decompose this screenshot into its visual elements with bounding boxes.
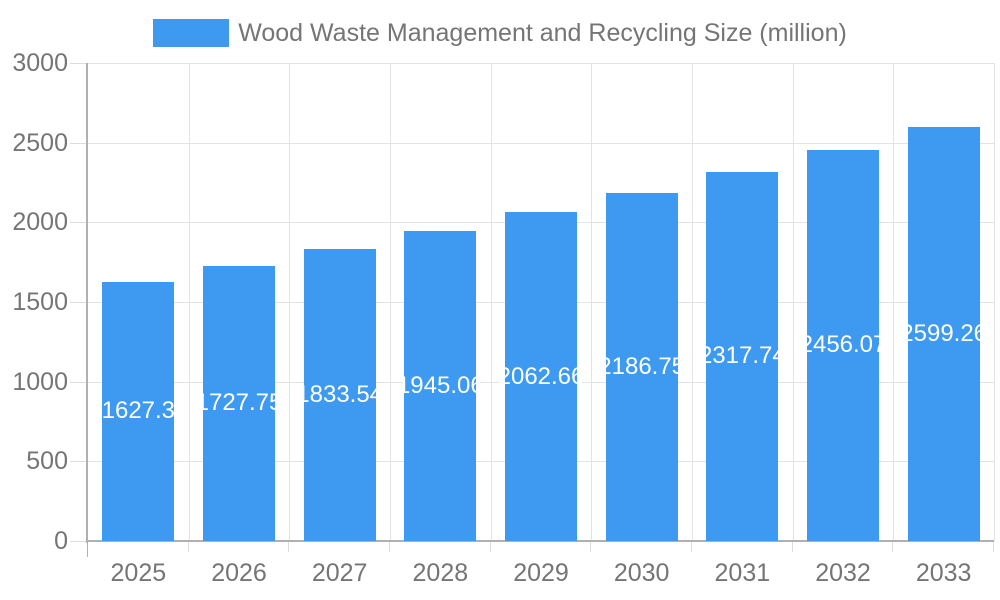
x-axis-tick-label: 2028	[412, 559, 469, 587]
gridline-y	[88, 63, 994, 64]
gridline-x	[692, 63, 693, 541]
legend-label: Wood Waste Management and Recycling Size…	[238, 18, 847, 47]
bar-value-label: 2062.66	[497, 362, 585, 390]
y-axis-tick-label: 3000	[12, 49, 68, 77]
x-tick	[389, 541, 390, 552]
gridline-x	[390, 63, 391, 541]
y-axis-tick-label: 500	[26, 447, 68, 475]
gridline-y	[88, 143, 994, 144]
y-tick	[70, 382, 88, 383]
bar-2028[interactable]	[404, 231, 477, 541]
gridline-x	[491, 63, 492, 541]
x-axis-tick-label: 2029	[513, 559, 569, 587]
gridline-x	[289, 63, 290, 541]
y-tick	[70, 222, 88, 223]
x-tick	[691, 541, 692, 552]
x-axis-tick-label: 2032	[815, 559, 871, 587]
chart-legend[interactable]: Wood Waste Management and Recycling Size…	[0, 17, 1000, 49]
y-axis-tick-label: 0	[54, 527, 68, 555]
x-axis-tick-label: 2025	[110, 559, 167, 587]
bar-value-label: 2456.07	[799, 331, 887, 359]
x-axis-tick-label: 2030	[613, 559, 670, 587]
bar-value-label: 1833.54	[296, 380, 384, 408]
x-tick	[490, 541, 491, 552]
bar-value-label: 2317.74	[698, 342, 786, 370]
x-axis-line	[86, 540, 994, 542]
x-tick	[792, 541, 793, 552]
x-tick	[87, 541, 88, 557]
y-axis-tick-label: 2000	[12, 208, 68, 236]
bar-value-label: 1945.06	[396, 372, 484, 400]
x-tick	[892, 541, 893, 552]
bar-value-label: 1727.75	[195, 389, 283, 417]
legend-swatch	[153, 19, 230, 47]
y-axis-tick-label: 2500	[12, 129, 68, 157]
gridline-x	[793, 63, 794, 541]
x-axis-tick-label: 2033	[915, 559, 972, 587]
x-axis-tick-label: 2026	[211, 559, 267, 587]
bar-2032[interactable]	[807, 149, 879, 541]
gridline-x	[893, 63, 894, 541]
y-axis-tick-label: 1000	[12, 368, 68, 396]
y-tick	[70, 541, 88, 542]
y-tick	[70, 63, 88, 64]
y-axis-line	[86, 63, 88, 543]
gridline-x	[189, 63, 190, 541]
x-tick	[590, 541, 591, 552]
y-tick	[70, 302, 88, 303]
bar-value-label: 2599.26	[900, 319, 988, 347]
bar-value-label: 2186.75	[598, 352, 686, 380]
bar-2025[interactable]	[102, 281, 175, 541]
gridline-x	[994, 63, 995, 541]
x-axis-tick-label: 2027	[311, 559, 368, 587]
x-tick	[993, 541, 994, 552]
bar-value-label: 1627.3	[101, 397, 176, 425]
x-axis-tick-label: 2031	[714, 559, 771, 587]
y-axis-tick-label: 1500	[12, 288, 68, 316]
bar-2031[interactable]	[706, 171, 779, 541]
bar-2026[interactable]	[203, 265, 275, 541]
y-tick	[70, 143, 88, 144]
x-tick	[288, 541, 289, 552]
bar-2027[interactable]	[303, 248, 376, 541]
bar-2033[interactable]	[907, 126, 980, 541]
bar-2030[interactable]	[605, 192, 678, 541]
x-tick	[188, 541, 189, 552]
bar-2029[interactable]	[505, 212, 577, 541]
y-tick	[70, 461, 88, 462]
gridline-x	[591, 63, 592, 541]
